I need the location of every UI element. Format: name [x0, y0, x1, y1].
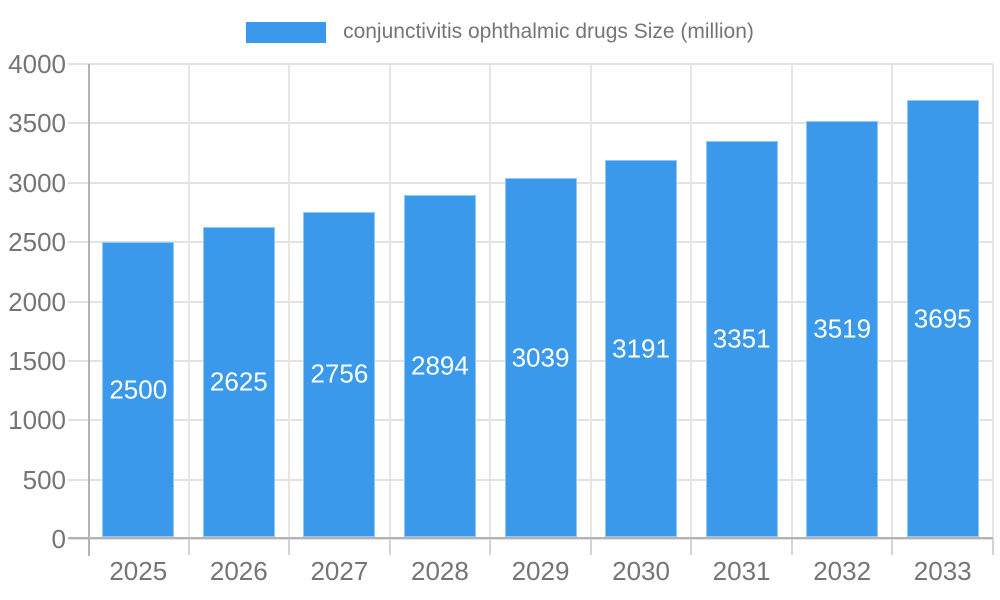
x-axis-tick-label: 2025 — [109, 556, 168, 586]
x-axis-tick — [489, 539, 492, 555]
x-axis-tick — [790, 539, 793, 555]
gridline-vertical — [992, 64, 994, 539]
x-axis-tick-label: 2033 — [913, 556, 972, 586]
x-axis-tick — [589, 539, 592, 555]
bar-2030: 3191 — [605, 160, 678, 537]
y-axis-tick-label: 3000 — [8, 167, 66, 198]
x-axis-tick — [891, 539, 894, 555]
x-axis-tick-label: 2030 — [612, 556, 670, 586]
bar-2032: 3519 — [806, 121, 879, 537]
bar-value-label: 3191 — [612, 333, 670, 364]
bar-value-label: 2756 — [310, 358, 369, 389]
bar-2029: 3039 — [504, 178, 577, 537]
x-axis-tick-label: 2031 — [712, 556, 771, 586]
bar-value-label: 2500 — [109, 374, 168, 405]
y-axis-tick-label: 3500 — [8, 108, 66, 139]
bar-2033: 3695 — [906, 100, 979, 537]
x-axis-tick-label: 2029 — [511, 556, 570, 586]
bar-2028: 2894 — [403, 195, 476, 537]
gridline-vertical — [288, 64, 291, 539]
plot-area: 2500 2625 2756 2894 3039 3191 3351 3519 3695 0 50… — [8, 49, 994, 586]
legend: conjunctivitis ophthalmic drugs Size (mi… — [0, 18, 1000, 46]
gridline-horizontal — [68, 538, 993, 540]
x-axis-tick — [187, 539, 190, 555]
gridline-vertical — [388, 64, 391, 539]
y-axis-tick-label: 4000 — [8, 49, 66, 79]
gridline-vertical — [187, 64, 190, 539]
x-axis-tick — [388, 539, 391, 555]
y-axis-tick-label: 1500 — [8, 345, 66, 376]
gridline-horizontal — [68, 122, 993, 125]
y-axis-tick-label: 2500 — [8, 227, 66, 258]
x-axis-tick-label: 2027 — [310, 556, 369, 586]
bar-value-label: 3695 — [913, 303, 972, 334]
y-axis-tick-label: 1000 — [8, 405, 66, 436]
bar-2027: 2756 — [303, 211, 376, 537]
gridline-vertical — [589, 64, 592, 539]
bar-value-label: 3519 — [813, 313, 872, 344]
x-axis-tick-label: 2032 — [813, 556, 872, 586]
legend-label: conjunctivitis ophthalmic drugs Size (mi… — [343, 20, 754, 43]
x-axis-tick-label: 2028 — [411, 556, 469, 586]
bar-value-label: 3351 — [712, 323, 771, 354]
x-axis-tick — [992, 539, 994, 555]
gridline-vertical — [891, 64, 894, 539]
gridline-vertical — [489, 64, 492, 539]
bar-value-label: 2625 — [209, 366, 268, 397]
bar-2026: 2625 — [202, 227, 275, 537]
gridline-vertical — [790, 64, 793, 539]
bar-value-label: 3039 — [511, 342, 570, 373]
gridline-vertical — [690, 64, 693, 539]
bar-2031: 3351 — [705, 141, 778, 537]
bar-2025: 2500 — [102, 242, 175, 537]
bar-value-label: 2894 — [411, 350, 469, 381]
legend-swatch — [246, 21, 327, 43]
x-axis-tick — [288, 539, 291, 555]
x-axis-tick-label: 2026 — [209, 556, 268, 586]
x-axis-line — [68, 537, 993, 539]
x-axis-tick — [690, 539, 693, 555]
y-axis-tick-label: 0 — [51, 524, 66, 554]
y-axis-tick-label: 2000 — [8, 286, 66, 317]
gridline-horizontal — [68, 63, 993, 65]
y-axis-tick-label: 500 — [22, 464, 66, 495]
y-axis-line — [88, 64, 90, 556]
